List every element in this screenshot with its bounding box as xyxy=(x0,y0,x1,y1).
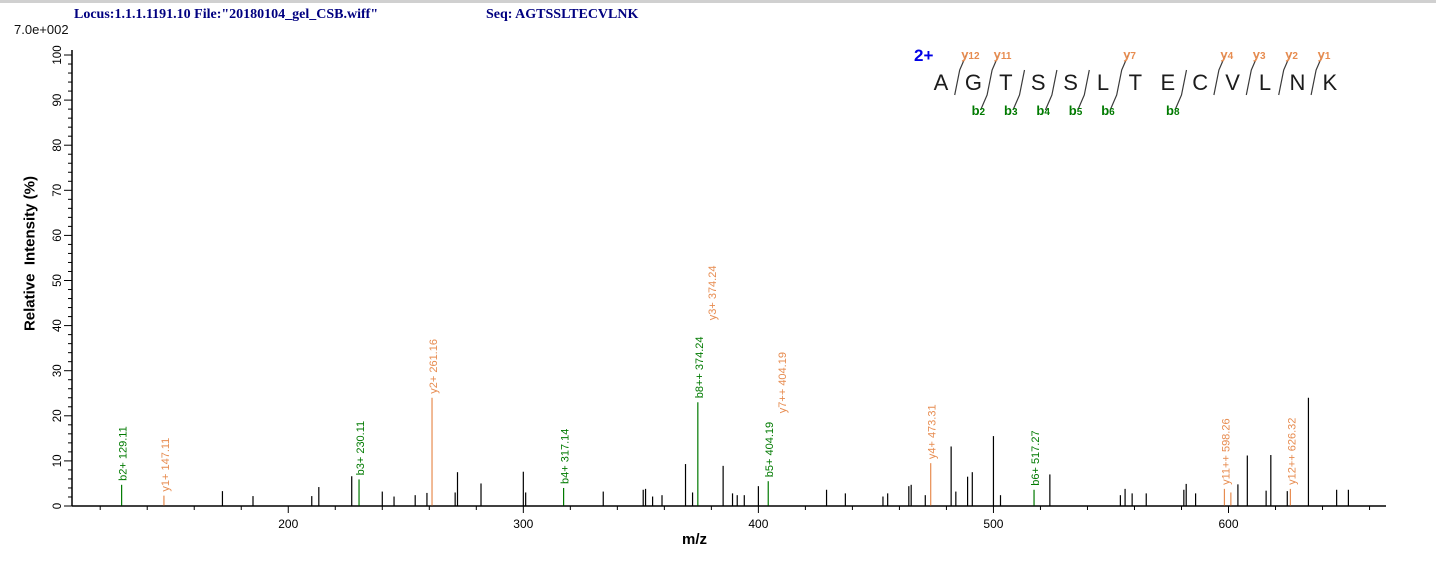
cleavage-mark-11 xyxy=(1278,54,1291,96)
fragmentation-marks xyxy=(954,54,1324,111)
cleavage-mark-5 xyxy=(1077,69,1090,111)
y-ion-label-y1: y1 xyxy=(1317,47,1331,62)
residue-13-K: K xyxy=(1322,70,1338,95)
precursor-charge: 2+ xyxy=(914,46,934,65)
y-tick-label: 10 xyxy=(52,455,64,468)
y-ion-label-y4: y4 xyxy=(1220,47,1234,62)
residue-2-G: G xyxy=(964,70,982,95)
x-tick-label: 200 xyxy=(278,517,298,531)
cleavage-mark-2 xyxy=(980,54,1000,111)
cleavage-mark-10 xyxy=(1245,54,1259,96)
y-tick-label: 80 xyxy=(52,139,64,152)
peak-label: y11++ 598.26 xyxy=(1220,418,1232,484)
peak-label: y2+ 261.16 xyxy=(428,339,440,394)
residue-5-S: S xyxy=(1063,70,1078,95)
y-tick-label: 40 xyxy=(52,319,64,332)
locus-file-header: Locus:1.1.1.1191.10 File:"20180104_gel_C… xyxy=(74,7,379,22)
peak-label: b5+ 404.19 xyxy=(764,422,776,477)
x-tick-label: 500 xyxy=(983,517,1003,531)
peak-label: y12++ 626.32 xyxy=(1286,418,1298,485)
y-tick-label: 30 xyxy=(52,364,64,377)
residue-7-T: T xyxy=(1128,70,1143,95)
residue-11-L: L xyxy=(1258,70,1272,95)
y-tick-label: 90 xyxy=(52,94,64,107)
peak-label: y7++ 404.19 xyxy=(777,352,789,413)
peak-label: y3+ 374.24 xyxy=(707,266,719,321)
y-tick-label: 20 xyxy=(52,409,64,422)
y-tick-label: 0 xyxy=(52,503,64,509)
cleavage-mark-4 xyxy=(1044,69,1058,111)
cleavage-mark-12 xyxy=(1310,54,1324,96)
b-ion-label-b5: b5 xyxy=(1068,103,1083,118)
y-tick-label: 50 xyxy=(52,274,64,287)
peak-label: b3+ 230.11 xyxy=(355,421,367,476)
cleavage-mark-9 xyxy=(1213,54,1226,96)
peak-label: b8++ 374.24 xyxy=(694,336,706,398)
residue-3-T: T xyxy=(999,70,1013,95)
residue-1-A: A xyxy=(933,70,949,95)
cleavage-mark-1 xyxy=(954,54,967,96)
x-tick-label: 400 xyxy=(748,517,768,531)
y-tick-label: 60 xyxy=(52,229,64,242)
peak-label: y1+ 147.11 xyxy=(160,438,172,492)
b-ion-label-b2: b2 xyxy=(971,103,986,118)
x-tick-label: 600 xyxy=(1218,517,1238,531)
x-tick-label: 300 xyxy=(513,517,533,531)
peak-label: b6+ 517.27 xyxy=(1030,430,1042,485)
b-ion-label-b8: b8 xyxy=(1166,103,1180,118)
b-ion-label-b6: b6 xyxy=(1101,103,1115,118)
y-ion-label-y12: y12 xyxy=(961,47,980,62)
residue-8-E: E xyxy=(1160,70,1176,95)
peak-label: b2+ 129.11 xyxy=(118,426,130,481)
cleavage-mark-3 xyxy=(1012,69,1026,111)
intensity-scale-label: 7.0e+002 xyxy=(14,22,69,37)
peak-label: b4+ 317.14 xyxy=(560,429,572,484)
b-ion-label-b3: b3 xyxy=(1004,103,1018,118)
residue-10-V: V xyxy=(1225,70,1240,95)
y-ion-label-y11: y11 xyxy=(993,47,1012,62)
residue-9-C: C xyxy=(1192,70,1209,95)
y-tick-label: 100 xyxy=(52,45,64,64)
cleavage-mark-6 xyxy=(1109,54,1129,111)
peak-label: y4+ 473.31 xyxy=(927,404,939,459)
window-edge xyxy=(0,0,1436,3)
residue-4-S: S xyxy=(1030,70,1046,95)
y-tick-label: 70 xyxy=(52,184,64,197)
sequence-header: Seq: AGTSSLTECVLNK xyxy=(486,7,639,22)
y-ion-label-y7: y7 xyxy=(1123,47,1136,62)
y-ion-label-y2: y2 xyxy=(1285,47,1298,62)
x-axis-title: m/z xyxy=(682,531,708,548)
residue-6-L: L xyxy=(1096,70,1110,95)
residue-12-N: N xyxy=(1289,70,1306,95)
cleavage-mark-8 xyxy=(1174,69,1188,111)
y-ion-label-y3: y3 xyxy=(1252,47,1266,62)
b-ion-label-b4: b4 xyxy=(1036,103,1050,118)
